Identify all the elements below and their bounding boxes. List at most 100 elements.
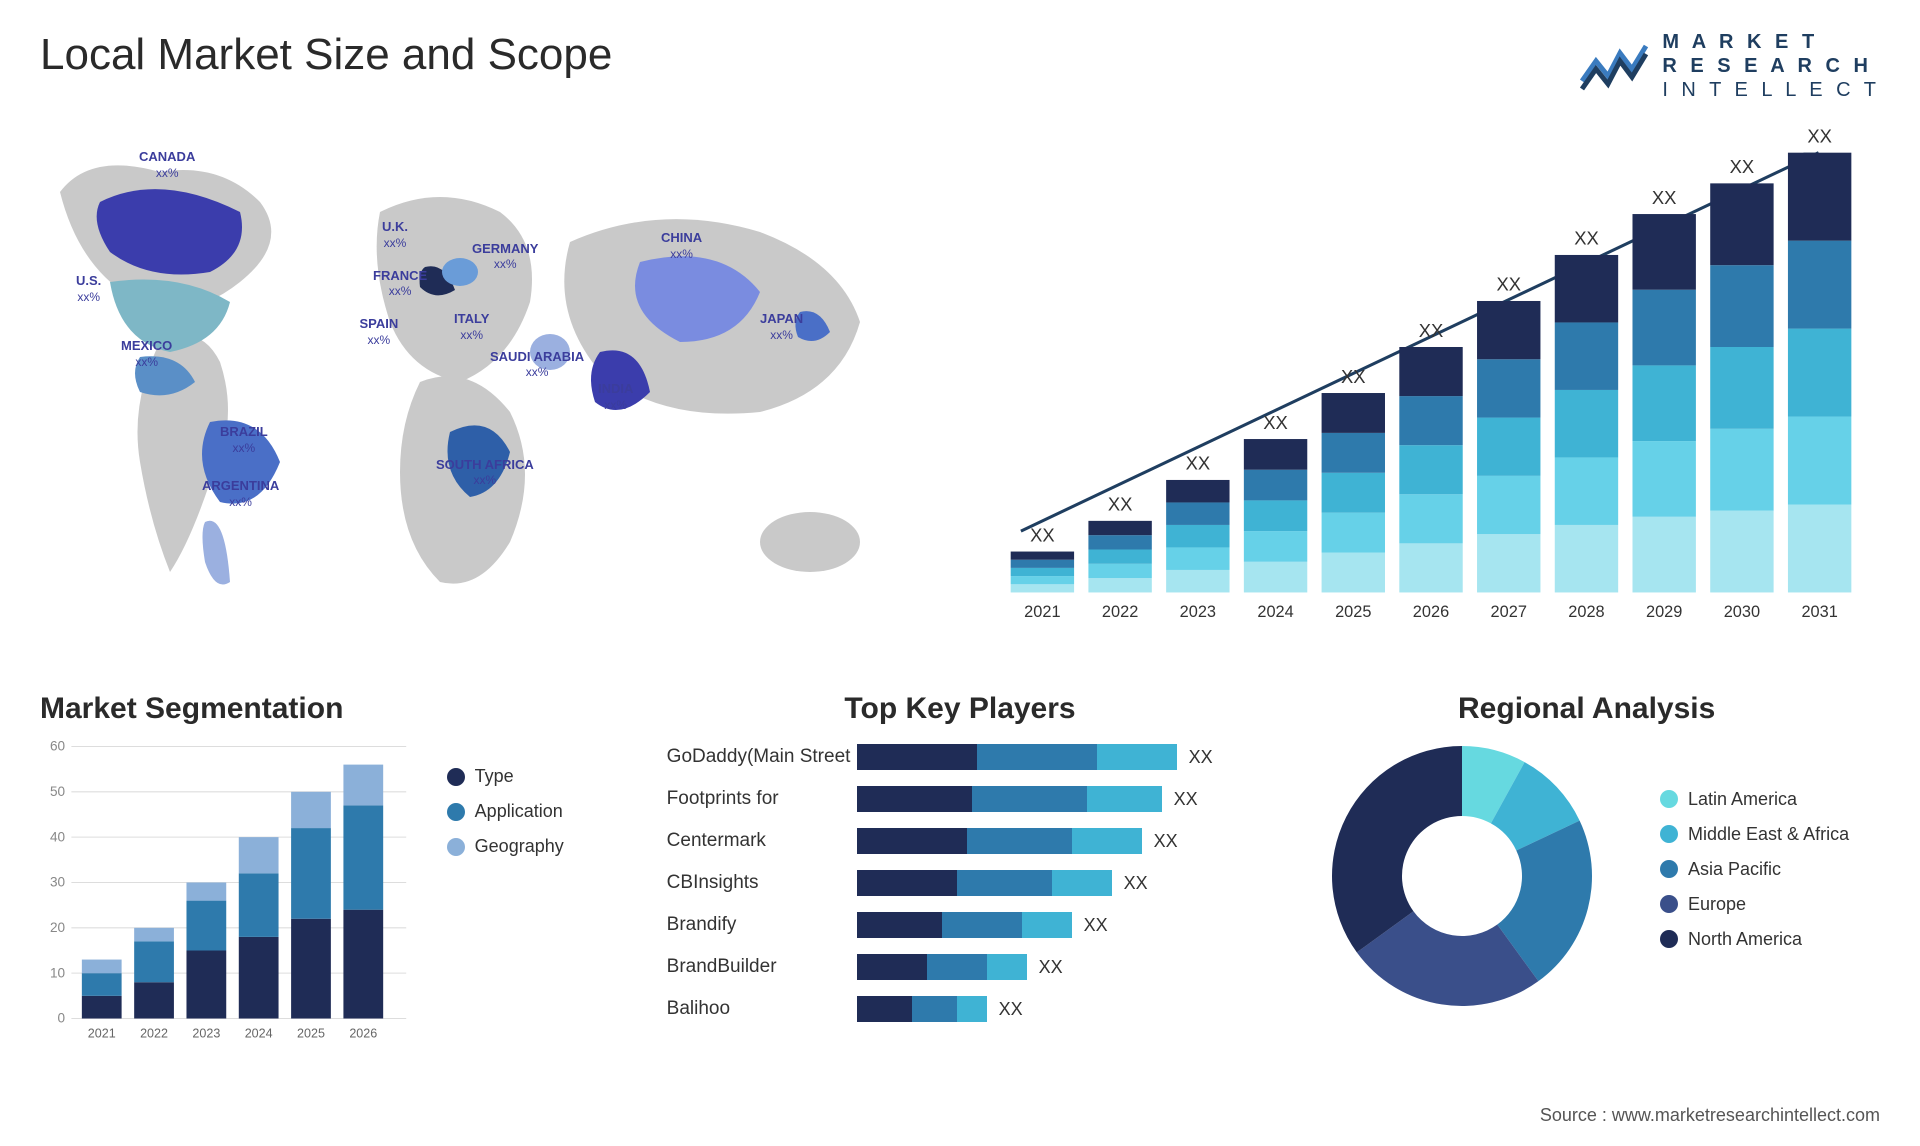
map-label-japan: JAPANxx% <box>760 311 803 342</box>
svg-text:2022: 2022 <box>140 1026 168 1040</box>
map-label-brazil: BRAZILxx% <box>220 424 268 455</box>
growth-bar-2027-seg2 <box>1477 418 1540 476</box>
regional-title: Regional Analysis <box>1293 692 1880 726</box>
player-row-balihoo: BalihooXX <box>667 988 1254 1030</box>
growth-bar-2022-seg1 <box>1088 564 1151 578</box>
growth-bar-2031-seg1 <box>1788 417 1851 505</box>
growth-bar-2028-seg4 <box>1555 255 1618 322</box>
regional-legend-europe: Europe <box>1660 894 1880 915</box>
growth-bar-2023-seg0 <box>1166 570 1229 592</box>
world-map <box>40 122 940 662</box>
svg-text:50: 50 <box>50 784 66 799</box>
map-label-saudiarabia: SAUDI ARABIAxx% <box>490 349 584 380</box>
player-bar <box>857 996 987 1022</box>
growth-bar-2029-seg3 <box>1632 290 1695 366</box>
svg-text:2024: 2024 <box>245 1026 273 1040</box>
growth-bar-2028-seg2 <box>1555 390 1618 457</box>
growth-bar-2030-seg2 <box>1710 347 1773 429</box>
bottom-row: Market Segmentation 01020304050602021202… <box>40 692 1880 1072</box>
map-argentina <box>203 521 231 585</box>
player-label: Brandify <box>667 914 857 936</box>
growth-value-2029: XX <box>1652 187 1677 208</box>
growth-value-2030: XX <box>1730 156 1755 177</box>
growth-bar-2031-seg3 <box>1788 241 1851 329</box>
svg-text:60: 60 <box>50 739 66 754</box>
seg-bar-2025-0 <box>291 919 331 1019</box>
growth-year-2021: 2021 <box>1024 603 1060 621</box>
seg-bar-2021-1 <box>82 973 122 996</box>
player-value: XX <box>1039 957 1063 978</box>
growth-value-2024: XX <box>1263 412 1288 433</box>
growth-year-2023: 2023 <box>1180 603 1216 621</box>
growth-bar-2030-seg4 <box>1710 183 1773 265</box>
seg-bar-2024-2 <box>239 837 279 873</box>
growth-bar-2023-seg2 <box>1166 525 1229 547</box>
map-label-italy: ITALYxx% <box>454 311 489 342</box>
growth-value-2026: XX <box>1419 320 1444 341</box>
seg-bar-2021-2 <box>82 960 122 974</box>
growth-bar-2026-seg1 <box>1399 494 1462 543</box>
player-value: XX <box>1189 747 1213 768</box>
player-row-footprintsfor: Footprints forXX <box>667 778 1254 820</box>
donut-slice-northamerica <box>1332 746 1462 952</box>
growth-year-2024: 2024 <box>1257 603 1293 621</box>
growth-bar-2024-seg1 <box>1244 531 1307 562</box>
segmentation-chart: 0102030405060202120222023202420252026 <box>40 736 417 1055</box>
player-row-brandify: Brandify XX <box>667 904 1254 946</box>
seg-bar-2026-2 <box>343 765 383 806</box>
player-value: XX <box>1084 915 1108 936</box>
source-attribution: Source : www.marketresearchintellect.com <box>1540 1105 1880 1126</box>
svg-text:2026: 2026 <box>349 1026 377 1040</box>
growth-bar-2025-seg3 <box>1322 433 1385 473</box>
growth-year-2025: 2025 <box>1335 603 1371 621</box>
player-label: Centermark <box>667 830 857 852</box>
seg-bar-2021-0 <box>82 996 122 1019</box>
map-label-china: CHINAxx% <box>661 230 702 261</box>
growth-value-2031: XX <box>1807 125 1832 146</box>
growth-year-2027: 2027 <box>1491 603 1527 621</box>
growth-year-2022: 2022 <box>1102 603 1138 621</box>
player-label: BrandBuilder <box>667 956 857 978</box>
growth-bar-2025-seg2 <box>1322 473 1385 513</box>
map-label-argentina: ARGENTINAxx% <box>202 478 279 509</box>
growth-value-2023: XX <box>1186 453 1211 474</box>
svg-text:30: 30 <box>50 875 66 890</box>
growth-bar-2027-seg0 <box>1477 534 1540 592</box>
map-label-spain: SPAINxx% <box>360 316 399 347</box>
growth-bar-2024-seg3 <box>1244 470 1307 501</box>
player-row-godaddymainstreet: GoDaddy(Main StreetXX <box>667 736 1254 778</box>
growth-year-2030: 2030 <box>1724 603 1760 621</box>
growth-value-2021: XX <box>1030 524 1055 545</box>
seg-bar-2024-0 <box>239 937 279 1019</box>
growth-bar-2022-seg3 <box>1088 535 1151 549</box>
growth-year-2029: 2029 <box>1646 603 1682 621</box>
growth-bar-2030-seg1 <box>1710 429 1773 511</box>
map-label-india: INDIAxx% <box>598 381 633 412</box>
seg-bar-2025-1 <box>291 828 331 919</box>
seg-bar-2023-1 <box>186 901 226 951</box>
growth-bar-2029-seg4 <box>1632 214 1695 290</box>
growth-bar-2021-seg0 <box>1011 584 1074 592</box>
growth-bar-2024-seg0 <box>1244 562 1307 593</box>
growth-bar-2028-seg0 <box>1555 525 1618 592</box>
logo-text: M A R K E T R E S E A R C H I N T E L L … <box>1662 30 1880 102</box>
growth-bar-2023-seg3 <box>1166 502 1229 524</box>
regional-legend-middleeastafrica: Middle East & Africa <box>1660 824 1880 845</box>
growth-bar-2029-seg0 <box>1632 517 1695 593</box>
player-value: XX <box>1124 873 1148 894</box>
header: Local Market Size and Scope M A R K E T … <box>40 30 1880 102</box>
map-label-us: U.S.xx% <box>76 273 101 304</box>
seg-bar-2023-0 <box>186 950 226 1018</box>
growth-bar-2027-seg3 <box>1477 359 1540 417</box>
growth-chart-section: XX2021XX2022XX2023XX2024XX2025XX2026XX20… <box>980 122 1880 662</box>
growth-bar-2027-seg1 <box>1477 476 1540 534</box>
player-row-cbinsights: CBInsightsXX <box>667 862 1254 904</box>
segmentation-title: Market Segmentation <box>40 692 627 726</box>
segmentation-panel: Market Segmentation 01020304050602021202… <box>40 692 627 1072</box>
growth-bar-2025-seg0 <box>1322 553 1385 593</box>
logo-icon <box>1580 41 1650 91</box>
growth-bar-2026-seg4 <box>1399 347 1462 396</box>
player-bar <box>857 954 1027 980</box>
seg-legend-application: Application <box>447 801 627 822</box>
player-bar <box>857 912 1072 938</box>
